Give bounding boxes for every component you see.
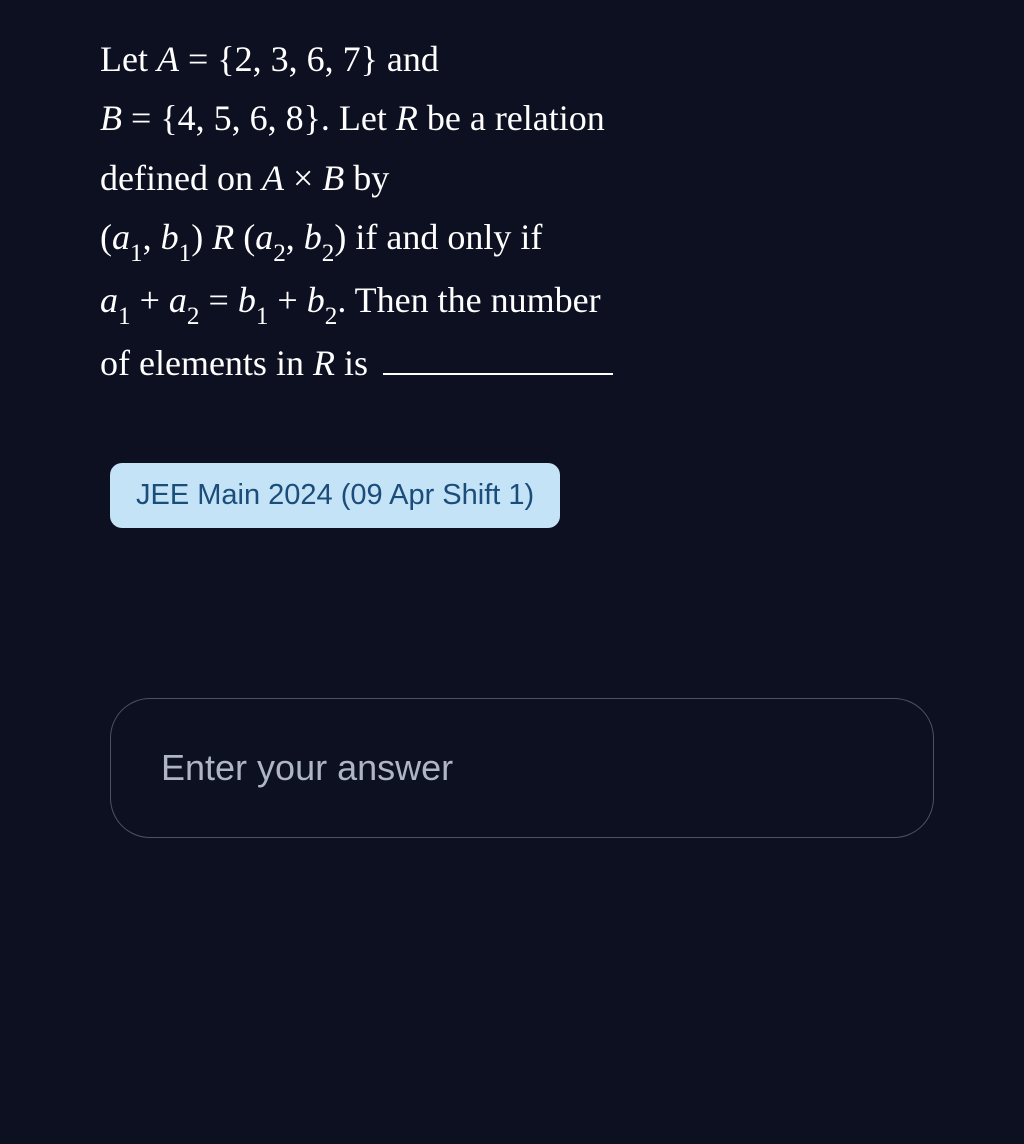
text-fragment: , [143, 217, 161, 257]
text-fragment: = [200, 280, 238, 320]
math-var-b: b [304, 217, 322, 257]
math-var-R: R [212, 217, 234, 257]
subscript: 2 [273, 240, 286, 267]
math-var-B: B [322, 158, 344, 198]
text-fragment: of elements in [100, 343, 313, 383]
tag-container: JEE Main 2024 (09 Apr Shift 1) [110, 463, 944, 528]
text-fragment: by [344, 158, 389, 198]
text-fragment: defined on [100, 158, 262, 198]
math-times: × [284, 158, 322, 198]
text-fragment: . Let [321, 98, 396, 138]
text-fragment: is [335, 343, 377, 383]
text-fragment: . Then the number [337, 280, 600, 320]
text-fragment: , [286, 217, 304, 257]
text-fragment: Let [100, 39, 157, 79]
math-set-A: {2, 3, 6, 7} [217, 39, 378, 79]
subscript: 1 [130, 240, 143, 267]
math-var-B: B [100, 98, 122, 138]
text-fragment: ( [100, 217, 112, 257]
text-fragment: ( [234, 217, 255, 257]
subscript: 1 [118, 303, 131, 330]
text-fragment: + [131, 280, 169, 320]
subscript: 1 [256, 303, 269, 330]
text-fragment: if and only if [355, 217, 542, 257]
subscript: 2 [325, 303, 338, 330]
math-var-b: b [238, 280, 256, 320]
subscript: 1 [179, 240, 192, 267]
text-fragment: ) [191, 217, 212, 257]
text-fragment: ) [334, 217, 355, 257]
answer-container [100, 698, 944, 838]
math-var-a: a [255, 217, 273, 257]
math-var-R: R [313, 343, 335, 383]
math-var-a: a [100, 280, 118, 320]
math-var-A: A [157, 39, 179, 79]
math-var-b: b [161, 217, 179, 257]
subscript: 2 [187, 303, 200, 330]
subscript: 2 [322, 240, 335, 267]
math-var-A: A [262, 158, 284, 198]
text-fragment: + [268, 280, 306, 320]
math-var-R: R [396, 98, 418, 138]
text-fragment: be a relation [418, 98, 605, 138]
text-fragment: = [179, 39, 217, 79]
math-set-B: {4, 5, 6, 8} [160, 98, 321, 138]
text-fragment: = [122, 98, 160, 138]
math-var-b: b [307, 280, 325, 320]
question-text: Let A = {2, 3, 6, 7} and B = {4, 5, 6, 8… [100, 30, 944, 393]
text-fragment: and [378, 39, 439, 79]
answer-input[interactable] [110, 698, 934, 838]
math-var-a: a [169, 280, 187, 320]
exam-tag[interactable]: JEE Main 2024 (09 Apr Shift 1) [110, 463, 560, 528]
question-container: Let A = {2, 3, 6, 7} and B = {4, 5, 6, 8… [0, 0, 1024, 838]
answer-blank [383, 346, 613, 375]
math-var-a: a [112, 217, 130, 257]
